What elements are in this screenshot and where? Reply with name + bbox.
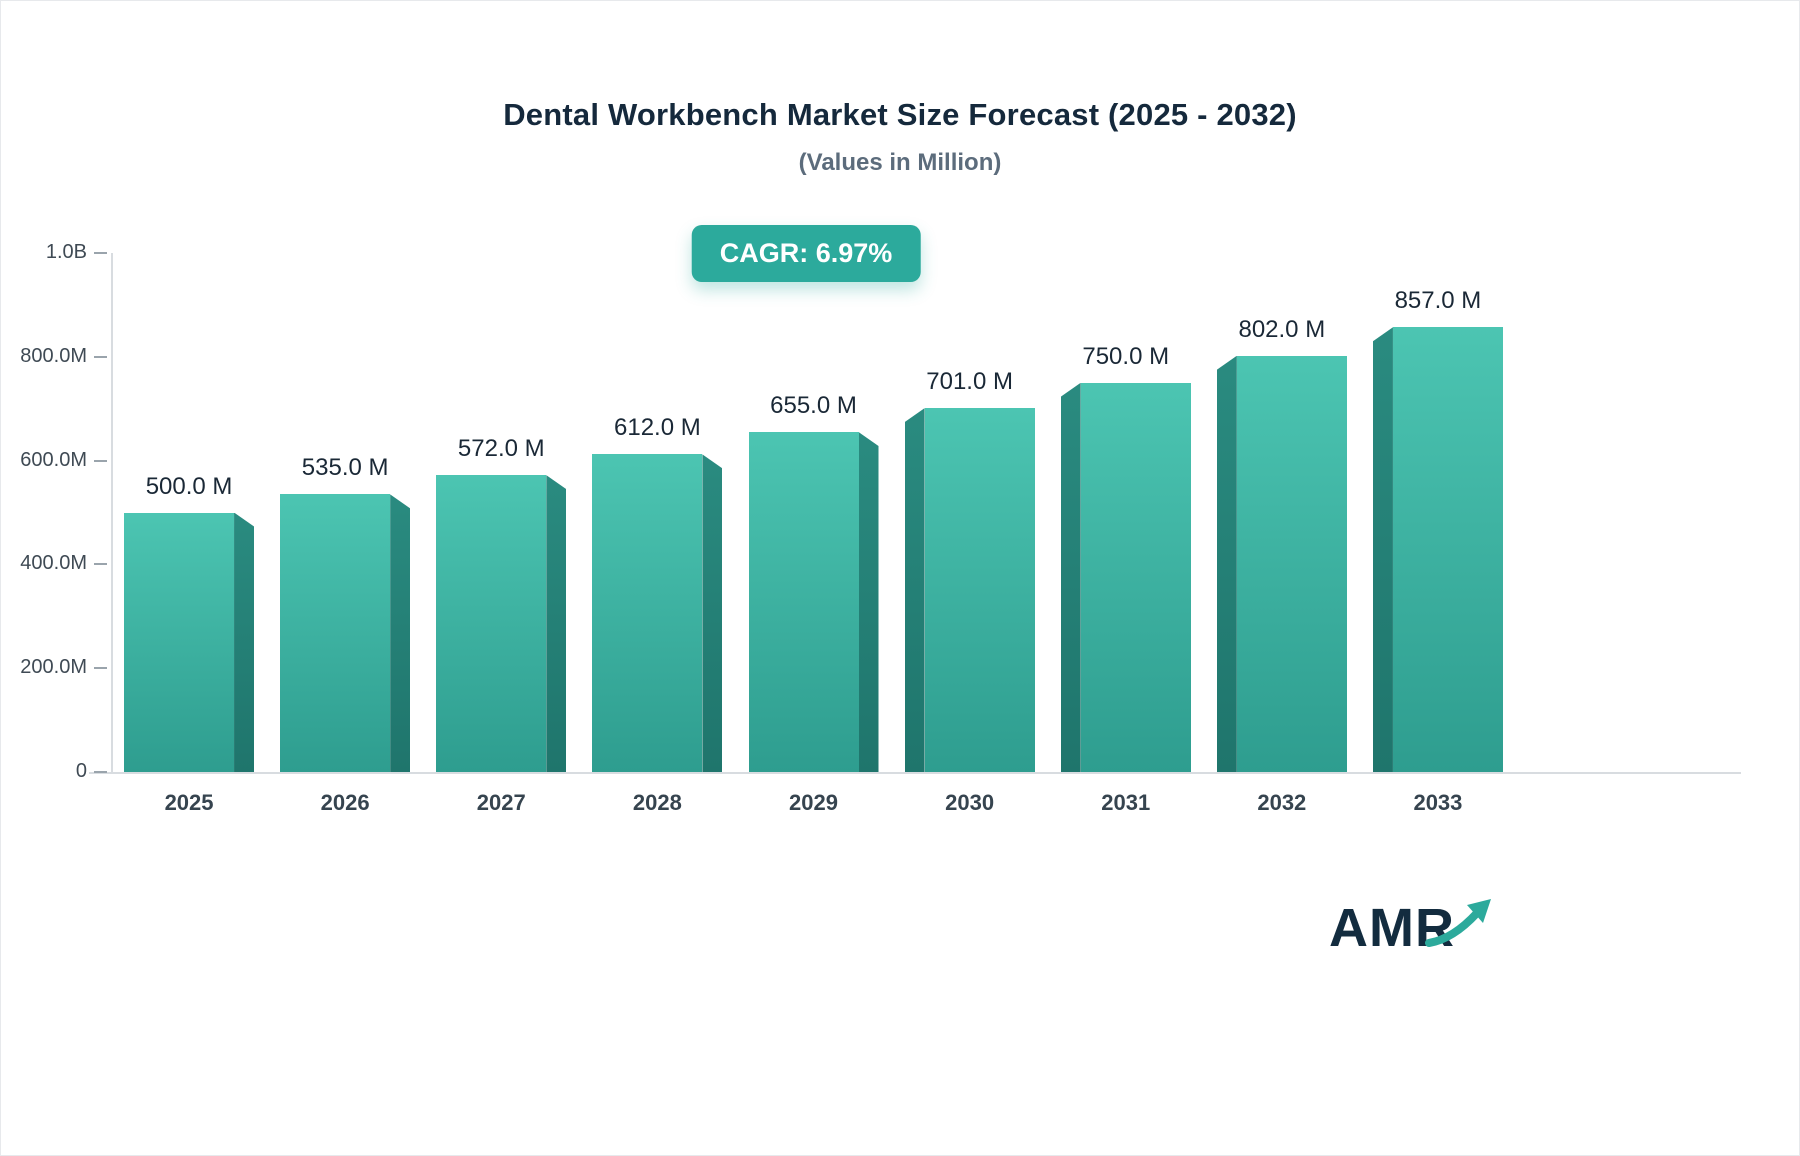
x-axis-label-2033: 2033 [1413,790,1463,815]
y-tick-label: 800.0M [20,344,87,367]
x-axis-baseline [89,772,1741,774]
bar-value-label: 655.0 M [770,392,857,420]
y-tick-mark [94,355,107,358]
bar-value-label: 701.0 M [926,368,1013,396]
bar-2028 [592,454,703,772]
bar-2025 [124,512,235,772]
bar-side-2025 [234,512,255,772]
y-tick-label: 1.0B [45,241,87,263]
bar-value-label: 500.0 M [145,472,233,500]
bar-value-label: 535.0 M [301,454,389,482]
bar-value-label: 612.0 M [614,414,701,442]
chart-subtitle: (Values in Million) [798,149,1002,176]
bar-2032 [1236,355,1347,772]
bar-side-2030 [904,408,925,772]
y-axis-line [111,253,113,772]
bar-2026 [280,494,391,772]
y-tick-label: 600.0M [20,448,87,471]
x-axis-label-2031: 2031 [1101,790,1151,815]
x-axis-label-2029: 2029 [789,790,838,815]
bar-2033 [1392,327,1503,772]
bar-2031 [1080,382,1191,772]
y-tick-label: 0 [75,760,87,782]
y-tick-mark [94,252,107,254]
x-axis-label-2026: 2026 [320,790,370,815]
x-axis-label-2030: 2030 [945,790,995,815]
y-tick-mark [94,667,107,670]
bar-side-2031 [1060,382,1081,772]
bar-side-2032 [1216,355,1237,772]
x-axis-label-2025: 2025 [164,790,214,815]
x-axis-label-2028: 2028 [632,790,682,815]
cagr-badge: CAGR: 6.97% [691,225,921,282]
bar-side-2027 [546,475,567,772]
bar-value-label: 572.0 M [457,435,545,463]
bar-value-label: 857.0 M [1394,287,1482,315]
page-title: Dental Workbench Market Size Forecast (2… [503,97,1297,132]
y-tick-mark [94,459,107,462]
x-axis-label-2027: 2027 [476,790,526,815]
y-tick-mark [94,771,107,773]
bar-side-2026 [390,494,411,772]
y-tick-mark [94,563,107,566]
bar-side-2033 [1372,327,1393,772]
bar-2029 [748,432,859,772]
growth-arrow-icon [1424,899,1491,947]
brand-logo: AMR [1329,897,1499,955]
bar-value-label: 750.0 M [1082,342,1170,370]
bar-2027 [436,475,547,772]
y-tick-label: 200.0M [20,656,87,679]
bar-2030 [924,408,1035,772]
bar-side-2028 [702,454,723,772]
bar-value-label: 802.0 M [1238,315,1326,343]
bar-side-2029 [858,432,879,772]
y-tick-label: 400.0M [20,552,87,575]
x-axis-label-2032: 2032 [1257,790,1307,815]
